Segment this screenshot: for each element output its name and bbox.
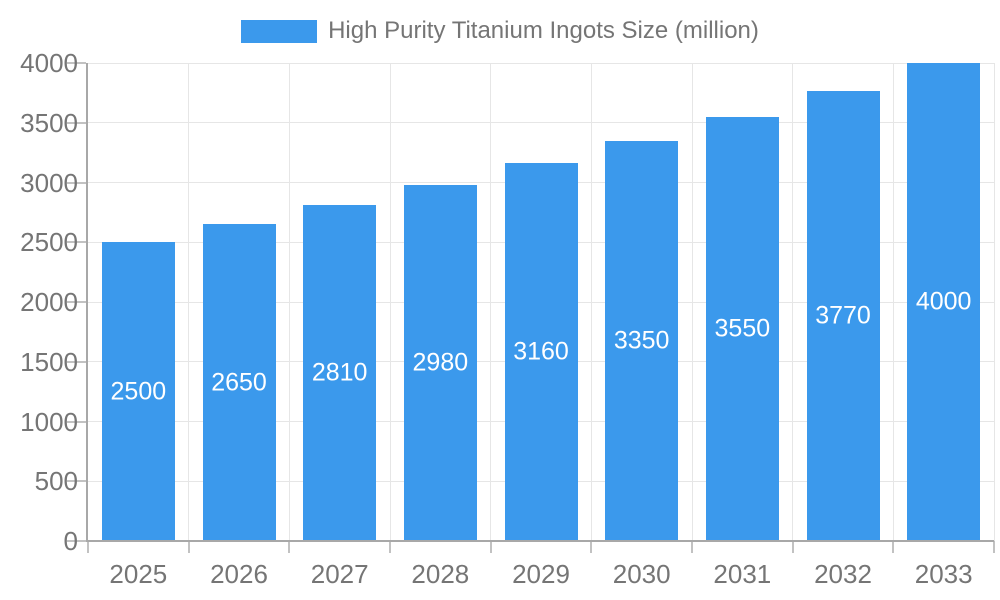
bar-value-label: 3160 [513,337,569,366]
gridline-vertical [691,63,693,541]
bar-value-label: 4000 [915,287,972,316]
bar-value-label: 3770 [815,301,871,330]
x-axis-line [86,540,994,542]
bar-value-label: 3350 [613,326,670,355]
legend-swatch [241,19,318,43]
y-axis-label: 1500 [20,346,78,377]
x-axis-tick [691,541,693,553]
gridline-vertical [590,63,592,541]
y-axis-line [86,63,88,541]
y-axis-tick [67,181,86,184]
bar-value-label: 2500 [110,377,167,406]
gridline-vertical [288,63,290,541]
y-axis-tick [67,540,86,542]
y-axis-label: 4000 [20,48,78,78]
x-axis-label: 2029 [512,559,570,589]
x-axis-tick [791,541,794,553]
y-axis-tick [67,241,86,244]
y-axis-label: 0 [63,526,78,556]
x-axis-tick [288,541,291,553]
plot-area: 0 500 1000 1500 2000 2500 3000 3500 4000 2025 2500… [20,49,995,589]
x-axis-tick [590,541,593,553]
y-axis-label: 1000 [20,406,78,437]
y-axis-label: 3000 [20,167,78,198]
bar: 3550 [705,116,779,541]
gridline-vertical [490,63,492,541]
bar-value-label: 2980 [412,348,469,377]
gridline-horizontal [88,122,994,124]
bar: 2980 [403,184,477,541]
bar: 2810 [303,205,377,541]
gridline-vertical [792,63,794,541]
x-axis-label: 2031 [713,559,772,589]
y-axis-label: 2500 [20,227,78,258]
x-axis-tick [187,541,190,553]
y-axis-tick [67,480,86,483]
bar-value-label: 3550 [714,314,771,343]
x-axis-label: 2033 [914,559,973,589]
x-axis-label: 2026 [210,559,268,589]
bar: 2500 [101,242,175,541]
x-axis-tick [389,541,391,553]
bar: 2650 [202,224,276,541]
y-axis-label: 2000 [20,287,78,317]
bar: 3350 [605,140,679,541]
y-axis-tick [67,301,86,303]
x-axis-label: 2030 [612,559,671,589]
y-axis-tick [67,62,86,64]
y-axis-label: 3500 [20,107,78,138]
legend[interactable]: High Purity Titanium Ingots Size (millio… [0,17,1000,44]
bar-value-label: 2650 [211,368,267,397]
y-axis-label: 500 [34,466,78,497]
y-axis-tick [67,121,86,124]
gridline-vertical [892,63,894,541]
x-axis-tick [87,541,89,553]
x-axis-tick [489,541,492,553]
bar: 4000 [907,63,981,541]
gridline-horizontal [88,62,994,64]
x-axis-label: 2027 [310,559,369,589]
y-axis-tick [67,360,86,363]
y-axis-tick [67,420,86,423]
legend-label: High Purity Titanium Ingots Size (millio… [328,17,759,44]
x-axis-tick [993,541,995,553]
x-axis-tick [892,541,895,553]
x-axis-label: 2028 [411,559,470,589]
gridline-vertical [188,63,190,541]
bar: 3770 [806,90,880,541]
bar: 3160 [504,163,578,541]
x-axis-label: 2025 [109,559,168,589]
x-axis-label: 2032 [814,559,872,589]
bar-value-label: 2810 [311,358,368,387]
gridline-vertical [389,63,391,541]
gridline-vertical [993,63,995,541]
